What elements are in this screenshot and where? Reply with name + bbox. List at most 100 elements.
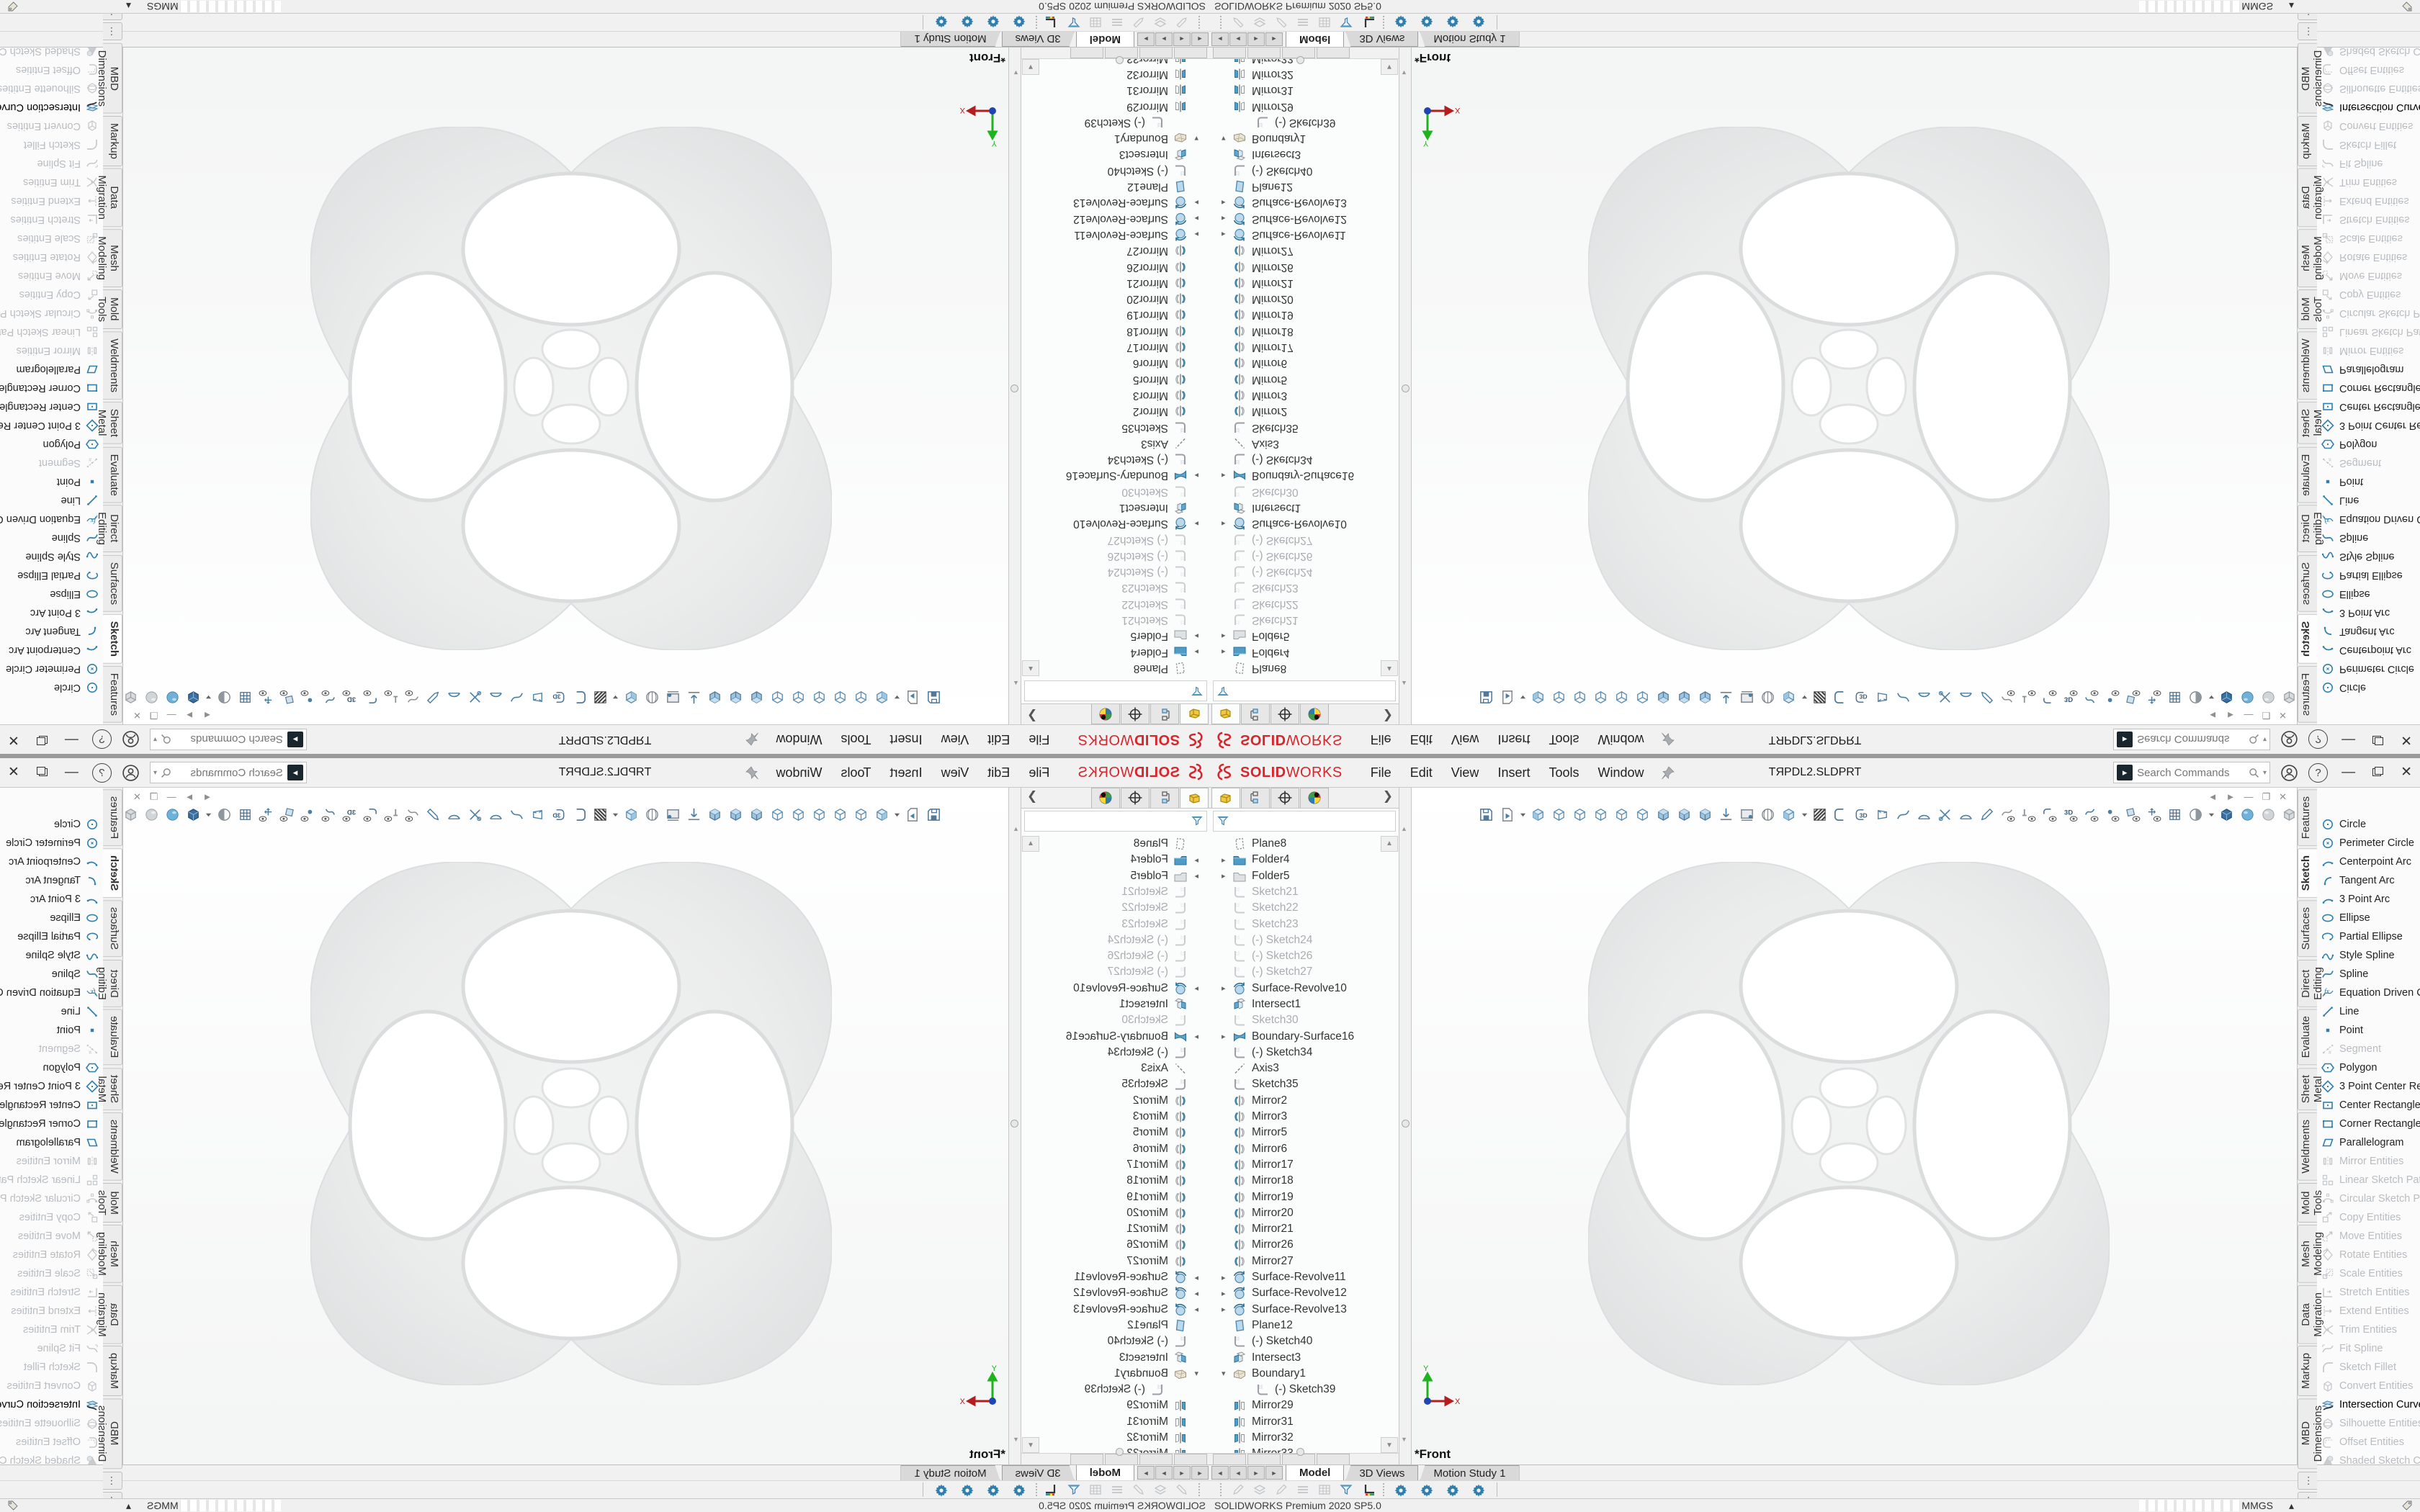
tool-item[interactable]: Silhouette Entities (0, 79, 103, 98)
user-account-icon[interactable] (2280, 731, 2298, 749)
tool-item[interactable]: Centerpoint Arc (2317, 641, 2420, 660)
tree-item[interactable]: ▸ Surface-Revolve12 (1021, 1285, 1210, 1301)
tree-item[interactable]: Sketch30 (1021, 1012, 1210, 1028)
tree-item[interactable]: Sketch35 (1210, 1076, 1399, 1092)
tree-item[interactable]: Sketch30 (1021, 484, 1210, 500)
command-tab[interactable]: Data Migration (96, 1284, 122, 1344)
tool-item[interactable]: Style Spline (2317, 547, 2420, 566)
minimize-button[interactable]: — (2341, 765, 2356, 780)
heads-up-button[interactable] (622, 805, 641, 824)
tool-item[interactable]: Rotate Entities (2317, 248, 2420, 266)
tree-expand-icon[interactable]: ▸ (1222, 470, 1226, 480)
tree-item[interactable]: Mirror19 (1021, 307, 1210, 323)
tool-item[interactable]: Circle (2317, 815, 2420, 834)
tree-item[interactable]: Mirror6 (1021, 1141, 1210, 1157)
tool-item[interactable]: Perimeter Circle (2317, 660, 2420, 678)
tool-item[interactable]: Copy Entities (2317, 1208, 2420, 1227)
heads-up-button[interactable] (1716, 805, 1736, 824)
heads-up-button[interactable] (256, 688, 276, 707)
model-surface[interactable] (1588, 862, 2110, 1385)
panel-resize-handle[interactable] (1116, 56, 1124, 64)
heads-up-button[interactable] (1831, 688, 1850, 707)
heads-up-button[interactable] (1476, 688, 1496, 707)
heads-up-button[interactable] (2238, 805, 2257, 824)
heads-up-button[interactable] (444, 805, 464, 824)
toolbar-button[interactable] (1151, 14, 1170, 30)
heads-up-button[interactable] (1654, 805, 1673, 824)
pin-icon[interactable] (745, 732, 759, 747)
heads-up-button[interactable] (486, 688, 506, 707)
tool-item[interactable]: Intersection Curve (0, 1395, 103, 1414)
tree-expand-icon[interactable]: ▸ (1222, 1032, 1226, 1042)
tree-item[interactable]: Mirror19 (1210, 307, 1399, 323)
toolbar-button[interactable] (1360, 14, 1379, 30)
scroll-down-icon[interactable]: ▼ (1022, 1437, 1039, 1453)
menu-item[interactable]: File (1370, 765, 1392, 780)
heads-up-button[interactable] (810, 805, 829, 824)
tool-item[interactable]: 3 Point Arc (0, 603, 103, 622)
feature-manager-tab[interactable] (1121, 788, 1150, 808)
heads-up-button[interactable] (903, 688, 923, 707)
command-tab[interactable]: Data Migration (2298, 1284, 2324, 1344)
heads-up-button[interactable] (444, 688, 464, 707)
tool-item[interactable]: Partial Ellipse (2317, 566, 2420, 585)
menu-item[interactable]: View (1451, 732, 1479, 747)
tool-item[interactable]: Center Rectangle (0, 397, 103, 416)
document-window-button[interactable]: ✕ (2279, 791, 2287, 802)
heads-up-button[interactable] (2123, 805, 2143, 824)
heads-up-button[interactable] (298, 805, 318, 824)
tree-scrollbar[interactable]: ▲ ▼ (1021, 59, 1039, 677)
heads-up-button[interactable] (2280, 805, 2297, 824)
command-tab[interactable]: Surfaces (2298, 900, 2317, 958)
tool-item[interactable]: Ellipse (2317, 585, 2420, 603)
close-button[interactable]: ✕ (2401, 732, 2412, 747)
menu-item[interactable]: View (1451, 765, 1479, 780)
heads-up-button[interactable] (893, 688, 902, 707)
heads-up-button[interactable] (789, 688, 808, 707)
feature-manager-tab[interactable] (1180, 704, 1209, 724)
tool-item[interactable]: Extend Entities (2317, 192, 2420, 210)
heads-up-button[interactable] (1695, 805, 1715, 824)
tree-expand-icon[interactable]: ▸ (1222, 197, 1226, 207)
heads-up-button[interactable] (1810, 805, 1829, 824)
heads-up-button[interactable] (1528, 805, 1548, 824)
heads-up-button[interactable] (1476, 805, 1496, 824)
command-tab[interactable]: … (103, 22, 122, 41)
menu-item[interactable]: Insert (1497, 765, 1531, 780)
command-tab[interactable]: … (2298, 1471, 2317, 1490)
tool-item[interactable]: Parallelogram (2317, 360, 2420, 379)
heads-up-button[interactable] (2207, 688, 2215, 707)
tree-item[interactable]: Mirror21 (1021, 1221, 1210, 1237)
toolbar-button[interactable] (1151, 1482, 1170, 1498)
tree-item[interactable]: Sketch30 (1210, 1012, 1399, 1028)
tree-item[interactable]: Mirror32 (1021, 66, 1210, 82)
heads-up-button[interactable] (507, 688, 526, 707)
tree-item[interactable]: ▸ Surface-Revolve13 (1210, 1301, 1399, 1317)
toolbar-drag-handle[interactable] (1196, 1483, 1200, 1496)
heads-up-button[interactable] (684, 688, 704, 707)
tool-item[interactable]: Point (2317, 472, 2420, 491)
tool-item[interactable]: Scale Entities (0, 1264, 103, 1283)
tab-nav-button[interactable]: ◄ (1229, 1466, 1247, 1480)
units-selector[interactable]: MMGS ▴ (126, 1500, 179, 1512)
tab-nav-button[interactable]: ► (1247, 32, 1265, 46)
document-tab[interactable]: Motion Study 1 (901, 1465, 1000, 1480)
scroll-up-icon[interactable]: ▲ (1381, 660, 1398, 677)
heads-up-button[interactable] (2238, 688, 2257, 707)
scroll-down-icon[interactable]: ▼ (1022, 59, 1039, 75)
heads-up-button[interactable] (2165, 688, 2184, 707)
document-tab[interactable]: Model (1075, 32, 1134, 47)
tree-item[interactable]: Mirror32 (1021, 1430, 1210, 1446)
tag-icon[interactable] (2400, 1500, 2414, 1511)
close-button[interactable]: ✕ (8, 732, 19, 747)
tool-item[interactable]: Mirror Entities (0, 1152, 103, 1171)
search-caret-icon[interactable]: ▾ (2263, 768, 2267, 777)
tab-nav-button[interactable]: ◄ (1191, 1466, 1209, 1480)
heads-up-button[interactable] (2081, 688, 2101, 707)
heads-up-button[interactable] (1528, 688, 1548, 707)
heads-up-button[interactable] (549, 805, 568, 824)
tree-expand-icon[interactable]: ▾ (1194, 133, 1198, 143)
heads-up-button[interactable] (2040, 805, 2059, 824)
toolbar-button[interactable] (1229, 14, 1247, 30)
heads-up-button[interactable] (1497, 688, 1517, 707)
